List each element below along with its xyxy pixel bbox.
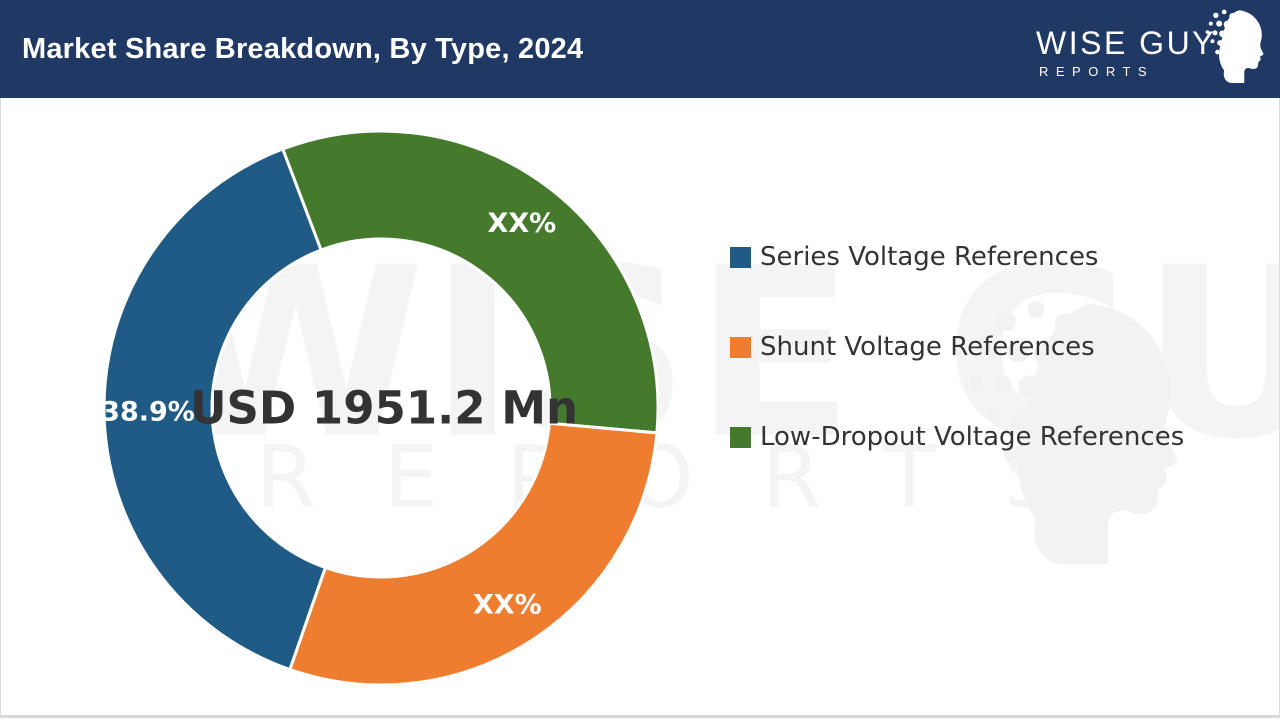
logo-face-icon — [1174, 5, 1266, 85]
logo-line1: WISE GUY — [1036, 25, 1217, 61]
logo-line2: REPORTS — [1039, 64, 1155, 79]
legend-item-series: Series Voltage References — [730, 242, 1184, 272]
header-bar: Market Share Breakdown, By Type, 2024 WI… — [0, 0, 1280, 98]
donut-center-value: USD 1951.2 Mn — [189, 381, 579, 435]
legend-swatch-low-dropout — [730, 426, 751, 448]
chart-area: WISE GUY REPORTS 38.9%XX%XX% USD 1951.2 … — [0, 98, 1280, 715]
donut-chart: 38.9% XX% XX% — [101, 129, 660, 687]
legend-item-low-dropout: Low-Dropout Voltage References — [730, 422, 1184, 452]
page-title: Market Share Breakdown, By Type, 2024 — [22, 32, 584, 65]
legend-label-shunt: Shunt Voltage References — [760, 332, 1095, 362]
legend: Series Voltage References Shunt Voltage … — [730, 242, 1184, 512]
slice-label: 38.9% — [101, 397, 195, 428]
brand-logo: WISE GUY REPORTS — [1036, 5, 1266, 93]
legend-swatch-shunt — [730, 336, 751, 358]
legend-swatch-series — [730, 246, 751, 268]
donut-slice-low-dropout-voltage-references — [281, 129, 660, 435]
legend-label-series: Series Voltage References — [760, 242, 1099, 272]
donut-slice-series-voltage-references — [102, 147, 327, 672]
slice-label: XX% — [473, 589, 542, 620]
logo-wordmark: WISE GUY REPORTS — [1036, 27, 1216, 78]
legend-item-shunt: Shunt Voltage References — [730, 332, 1184, 362]
slice-label: XX% — [488, 208, 557, 239]
legend-label-low-dropout: Low-Dropout Voltage References — [760, 422, 1185, 452]
bottom-divider — [0, 715, 1280, 718]
donut-slice-shunt-voltage-references — [288, 421, 659, 687]
